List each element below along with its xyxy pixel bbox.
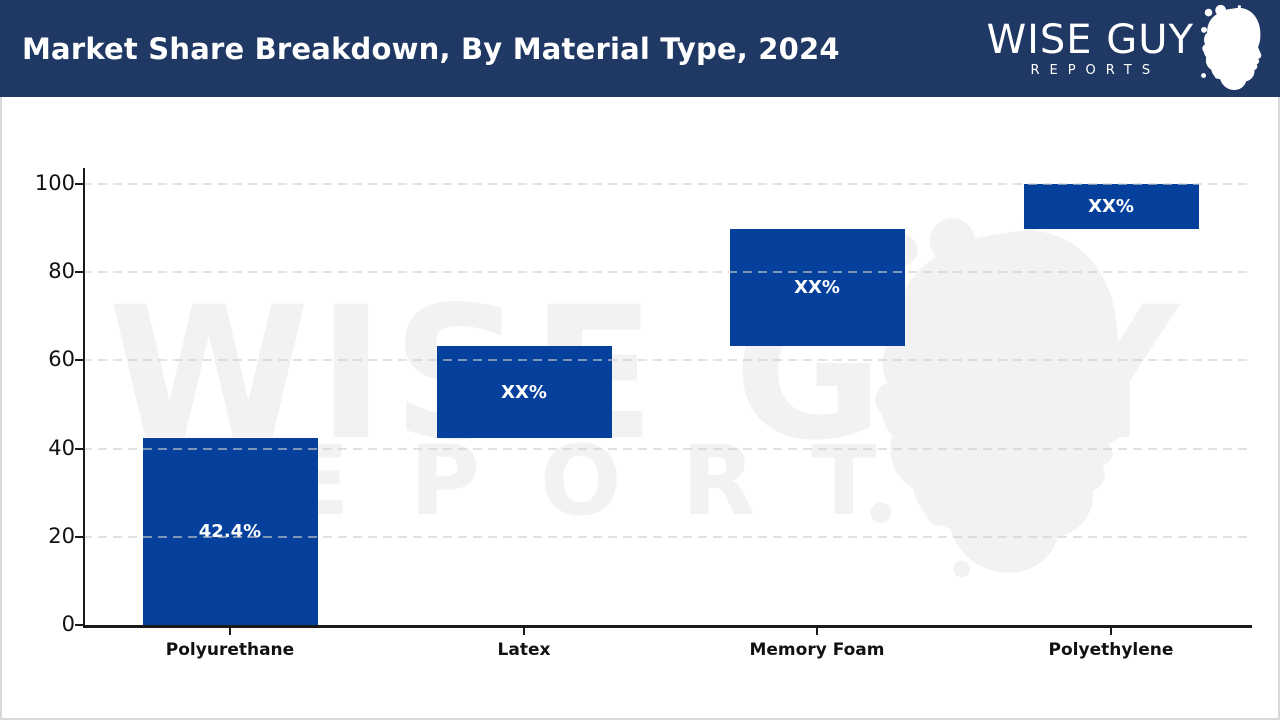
grid-line (83, 535, 1252, 538)
x-tick-label: Memory Foam (749, 640, 885, 660)
y-tick-label: 20 (48, 523, 75, 548)
y-tick-mark (75, 624, 83, 626)
y-tick-mark (75, 535, 83, 538)
x-tick-mark (1110, 628, 1112, 635)
brand-logo-text: WISE GUY REPORTS (987, 20, 1194, 78)
x-tick-label: Polyethylene (1048, 640, 1174, 660)
y-tick-label: 0 (61, 612, 75, 636)
brand-head-icon (1201, 4, 1262, 90)
bar-value-label: XX% (1088, 195, 1134, 217)
bar: 42.4% (142, 438, 318, 625)
grid-line (83, 447, 1252, 450)
bar-value-label: 42.4% (198, 521, 262, 542)
y-tick-label: 100 (34, 171, 75, 195)
bar-value-label: XX% (794, 277, 840, 299)
brand-name: WISE GUY (986, 16, 1194, 63)
y-tick-mark (75, 271, 83, 274)
y-tick-label: 80 (48, 259, 75, 284)
bar: XX% (436, 346, 612, 438)
x-tick-mark (523, 628, 525, 635)
page-title: Market Share Breakdown, By Material Type… (22, 31, 840, 66)
header: Market Share Breakdown, By Material Type… (0, 0, 1280, 97)
brand-logo: WISE GUY REPORTS (987, 0, 1272, 97)
bar: XX% (729, 228, 905, 347)
x-tick-label: Latex (497, 640, 551, 660)
x-axis-line (83, 625, 1252, 628)
grid-line (83, 183, 1252, 185)
grid-line (83, 359, 1252, 362)
x-tick-mark (229, 628, 231, 635)
y-tick-label: 60 (48, 347, 75, 372)
bar-value-label: XX% (501, 381, 547, 403)
x-tick-mark (816, 628, 818, 635)
y-tick-mark (75, 359, 83, 362)
x-tick-label: Polyurethane (165, 640, 295, 660)
watermark-head-icon (870, 215, 1122, 578)
bar: XX% (1023, 184, 1199, 229)
brand-subtitle: REPORTS (1030, 62, 1161, 78)
y-tick-mark (75, 183, 83, 185)
y-axis-line (83, 168, 85, 625)
y-tick-mark (75, 447, 83, 450)
grid-line (83, 271, 1252, 274)
y-tick-label: 40 (48, 435, 75, 460)
